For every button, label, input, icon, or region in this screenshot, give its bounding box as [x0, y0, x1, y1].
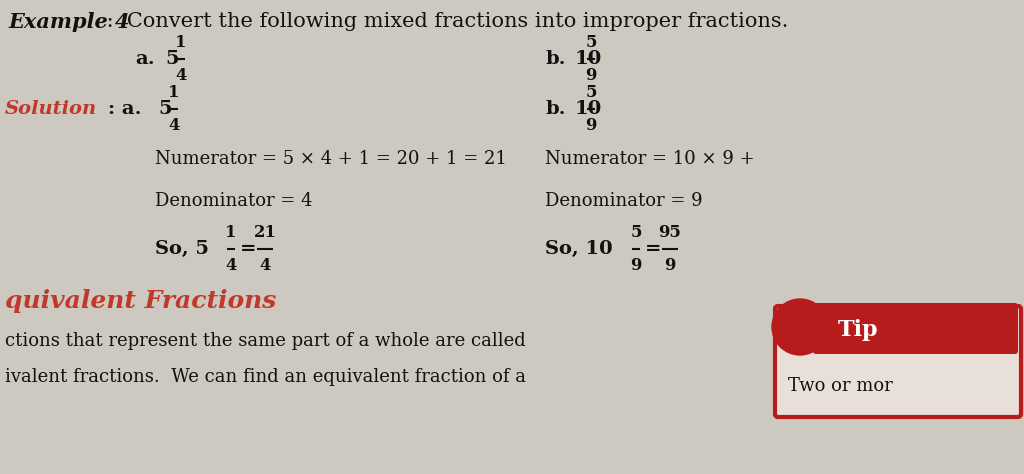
Text: =: = — [241, 240, 257, 258]
Text: 1: 1 — [168, 84, 180, 101]
Text: Tip: Tip — [838, 319, 879, 341]
Text: 5: 5 — [586, 34, 597, 51]
Text: : a.: : a. — [108, 100, 141, 118]
FancyBboxPatch shape — [775, 306, 1021, 417]
Text: Denominator = 9: Denominator = 9 — [545, 192, 702, 210]
Text: So, 5: So, 5 — [155, 240, 209, 258]
Text: 5: 5 — [586, 84, 597, 101]
Text: 4: 4 — [175, 67, 186, 84]
Text: 9: 9 — [586, 117, 597, 134]
Text: a.: a. — [135, 50, 155, 68]
Bar — [818, 309, 1018, 351]
Text: =: = — [645, 240, 662, 258]
Text: 5: 5 — [165, 50, 178, 68]
Text: 10: 10 — [575, 50, 602, 68]
Text: 9: 9 — [631, 257, 642, 273]
Text: 4: 4 — [259, 257, 270, 273]
Text: 1: 1 — [225, 224, 237, 241]
Text: b.: b. — [545, 100, 565, 118]
Text: Two or mor: Two or mor — [788, 377, 893, 395]
Text: quivalent Fractions: quivalent Fractions — [5, 289, 276, 313]
Text: :  Convert the following mixed fractions into improper fractions.: : Convert the following mixed fractions … — [100, 12, 788, 31]
Text: 10: 10 — [575, 100, 602, 118]
Circle shape — [772, 299, 828, 355]
Text: Example 4: Example 4 — [8, 12, 129, 32]
Text: 4: 4 — [225, 257, 237, 273]
Text: 9: 9 — [586, 67, 597, 84]
Text: 5: 5 — [631, 224, 642, 241]
Text: 9: 9 — [665, 257, 676, 273]
FancyBboxPatch shape — [813, 303, 1018, 354]
Text: 21: 21 — [254, 224, 276, 241]
Text: b.: b. — [545, 50, 565, 68]
Text: 1: 1 — [175, 34, 186, 51]
Text: 4: 4 — [168, 117, 180, 134]
Text: ctions that represent the same part of a whole are called: ctions that represent the same part of a… — [5, 332, 525, 350]
Text: So, 10: So, 10 — [545, 240, 612, 258]
Text: Solution: Solution — [5, 100, 97, 118]
Text: 95: 95 — [658, 224, 681, 241]
Text: Denominator = 4: Denominator = 4 — [155, 192, 312, 210]
Text: Numerator = 10 × 9 +: Numerator = 10 × 9 + — [545, 150, 755, 168]
Text: 5: 5 — [158, 100, 172, 118]
Text: Numerator = 5 × 4 + 1 = 20 + 1 = 21: Numerator = 5 × 4 + 1 = 20 + 1 = 21 — [155, 150, 507, 168]
Text: ivalent fractions.  We can find an equivalent fraction of a: ivalent fractions. We can find an equiva… — [5, 368, 526, 386]
